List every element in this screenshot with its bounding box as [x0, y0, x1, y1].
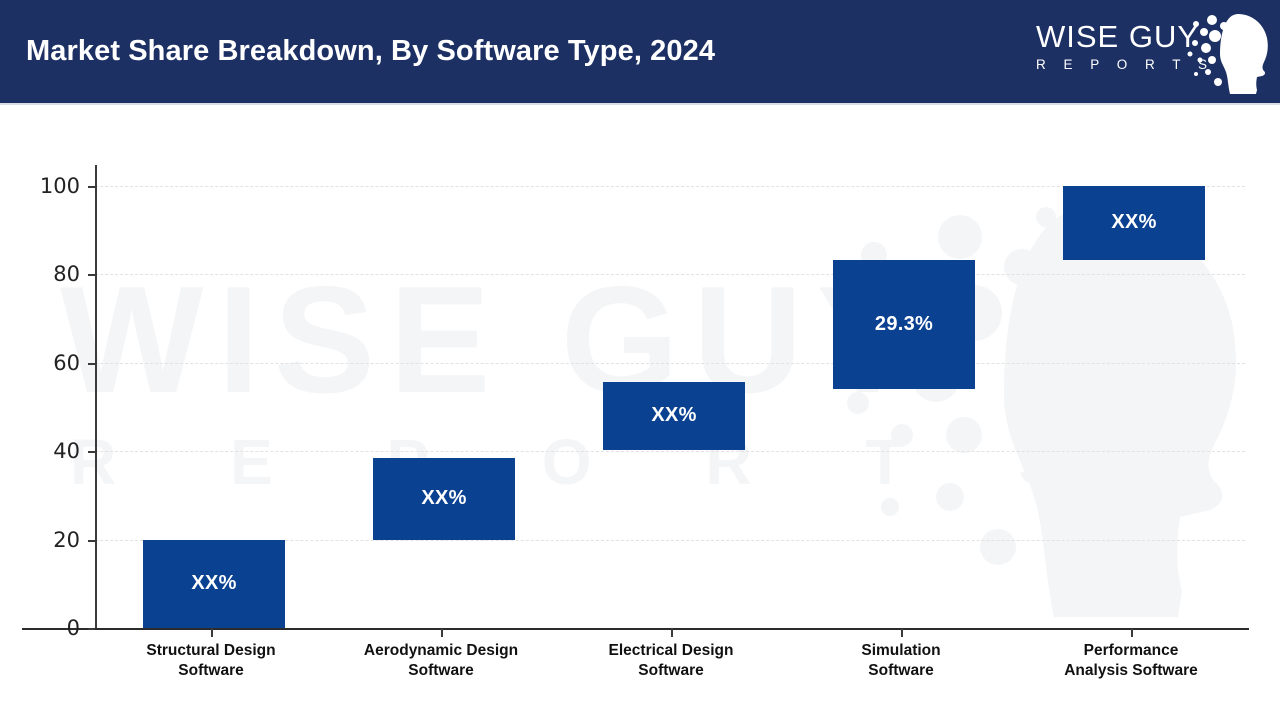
y-tick-mark-80: [88, 274, 95, 277]
logo-text: WISE GUY R E P O R T S: [1036, 18, 1215, 74]
y-tick-label-0: 0: [66, 616, 80, 640]
x-tick-mark-1: [211, 628, 213, 637]
bar-electrical-design-software[interactable]: XX%: [603, 382, 745, 450]
x-axis-label-electrical-design-software: Electrical Design Software: [608, 642, 734, 679]
gridline-40: [95, 451, 1245, 453]
bar-label-simulation-software: 29.3%: [874, 313, 934, 336]
x-axis-label-performance-analysis-software: Performance Analysis Software: [1064, 642, 1198, 679]
gridline-60: [95, 362, 1245, 364]
page-header: Market Share Breakdown, By Software Type…: [0, 0, 1280, 103]
x-tick-mark-4: [901, 628, 903, 637]
y-tick-label-80: 80: [53, 262, 80, 287]
gridline-100: [95, 186, 1245, 187]
x-tick-mark-3: [671, 628, 673, 637]
x-axis-label-aerodynamic-design-software: Aerodynamic Design Software: [363, 642, 519, 679]
x-axis-label-structural-design-software: Structural Design Software: [146, 642, 276, 679]
header-divider: [0, 103, 1280, 105]
x-axis-line: [22, 628, 1249, 630]
y-axis-line: [95, 165, 97, 630]
x-axis-label-simulation-software: Simulation Software: [861, 642, 941, 679]
y-tick-mark-0: [88, 628, 95, 630]
bar-aerodynamic-design-software[interactable]: XX%: [373, 457, 515, 540]
chart-canvas: WISE GUY R E P O R T S: [0, 105, 1280, 720]
gridline-20: [95, 539, 1245, 541]
logo-sub-text: R E P O R T S: [1036, 56, 1215, 72]
bar-label-aerodynamic-design-software: XX%: [421, 487, 467, 510]
gridline-80: [95, 274, 1245, 276]
brand-logo: WISE GUY R E P O R T S: [1026, 4, 1276, 100]
x-tick-mark-2: [441, 628, 443, 637]
bar-label-performance-analysis-software: XX%: [1111, 211, 1157, 234]
wise-guy-head-icon: [1187, 13, 1268, 94]
bar-label-structural-design-software: XX%: [191, 572, 237, 595]
y-tick-label-40: 40: [53, 439, 80, 464]
logo-main-text: WISE GUY: [1036, 18, 1200, 54]
y-tick-label-100: 100: [39, 174, 80, 198]
y-tick-mark-100: [88, 186, 95, 188]
x-tick-mark-5: [1131, 628, 1133, 637]
bar-simulation-software[interactable]: 29.3%: [833, 259, 975, 390]
y-tick-mark-60: [88, 362, 95, 365]
y-tick-mark-40: [88, 451, 95, 454]
bar-label-electrical-design-software: XX%: [651, 404, 697, 427]
plot-area: XX% XX% XX% 29.3% XX%: [95, 186, 1245, 628]
y-tick-label-20: 20: [53, 527, 80, 552]
y-tick-mark-20: [88, 539, 95, 542]
bar-structural-design-software[interactable]: XX%: [143, 539, 285, 628]
page-title: Market Share Breakdown, By Software Type…: [26, 35, 716, 67]
y-tick-label-60: 60: [53, 350, 80, 375]
bar-performance-analysis-software[interactable]: XX%: [1063, 186, 1205, 260]
